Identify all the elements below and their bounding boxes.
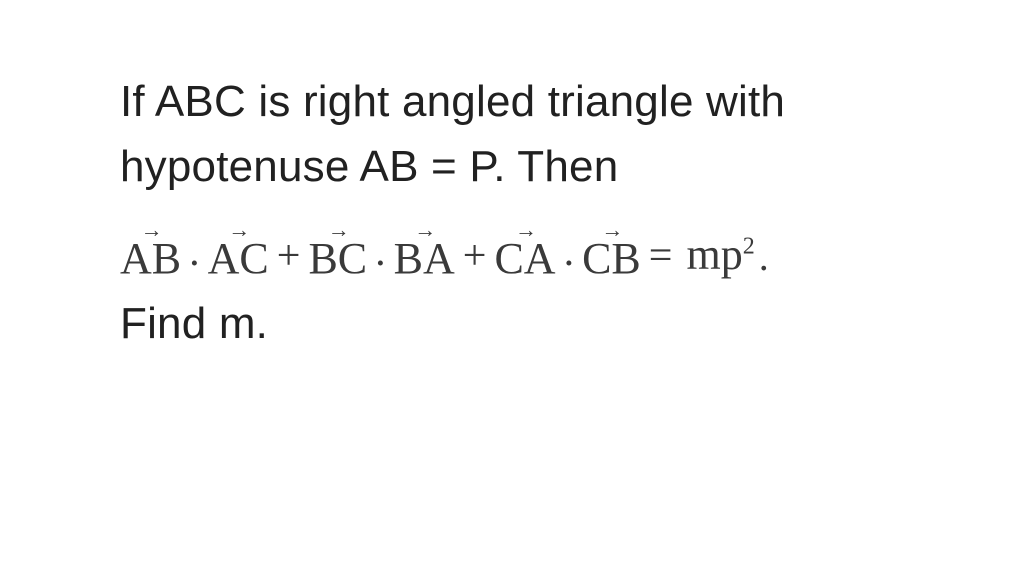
dot-op: .	[183, 231, 206, 281]
plus-op: +	[457, 235, 493, 281]
line-2: hypotenuse AB = P. Then	[120, 137, 944, 196]
dot-op: .	[558, 231, 581, 281]
problem-text: If ABC is right angled triangle with hyp…	[0, 0, 1024, 349]
vector-bc: → BC	[308, 219, 367, 281]
rhs-exponent: 2	[743, 233, 755, 259]
vector-label: BC	[308, 237, 367, 281]
vector-label: CB	[582, 237, 641, 281]
vector-label: CA	[494, 237, 555, 281]
vector-cb: → CB	[582, 219, 641, 281]
trailing-dot: .	[757, 237, 769, 281]
vector-ca: → CA	[494, 219, 555, 281]
vector-label: AC	[208, 237, 269, 281]
find-line: Find m.	[120, 299, 944, 349]
equals-op: =	[643, 235, 679, 281]
vector-ba: → BA	[394, 219, 455, 281]
vector-label: BA	[394, 237, 455, 281]
dot-op: .	[369, 231, 392, 281]
vector-ac: → AC	[208, 219, 269, 281]
rhs-text: mp	[686, 230, 742, 279]
equation: → AB . → AC + → BC . → BA + → CA	[120, 219, 944, 281]
vector-ab: → AB	[120, 219, 181, 281]
equation-row: → AB . → AC + → BC . → BA + → CA	[120, 219, 944, 281]
plus-op: +	[271, 235, 307, 281]
rhs: mp2	[680, 233, 754, 281]
line-1: If ABC is right angled triangle with	[120, 72, 944, 131]
vector-label: AB	[120, 237, 181, 281]
